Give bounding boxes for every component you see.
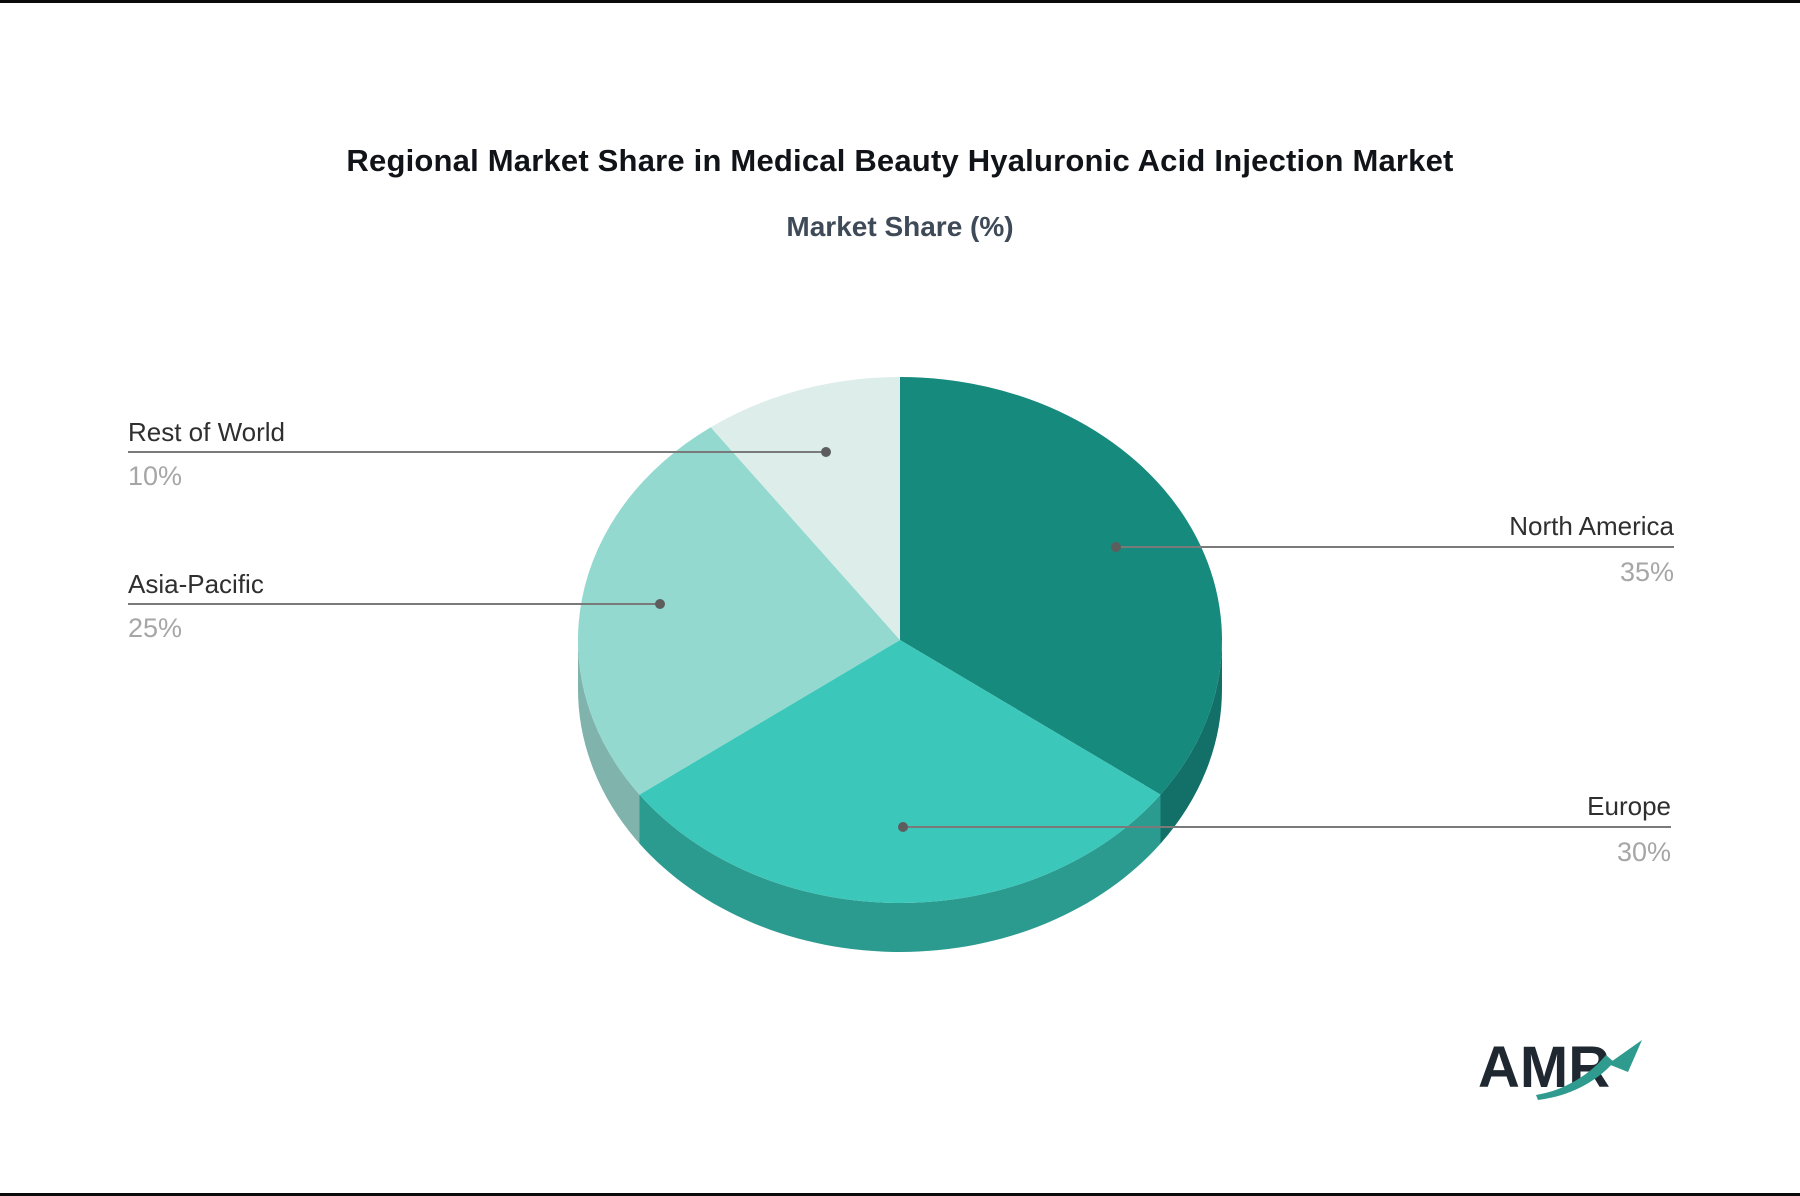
chart-title: Regional Market Share in Medical Beauty … xyxy=(346,143,1454,178)
pie-slice-rest-of-world[interactable] xyxy=(710,377,900,640)
callout-label-north-america: North America xyxy=(1509,511,1674,541)
callout-value-north-america: 35% xyxy=(1619,557,1674,587)
callout-value-europe: 30% xyxy=(1616,837,1671,867)
pie-slice-side-europe xyxy=(639,794,1161,952)
callout-label-rest-of-world: Rest of World xyxy=(128,417,286,447)
amr-logo-text: AMR xyxy=(1478,1035,1611,1100)
callout-line-north-america xyxy=(1111,542,1674,552)
callout-label-europe: Europe xyxy=(1587,791,1671,821)
callout-label-asia-pacific: Asia-Pacific xyxy=(128,569,264,599)
pie-slice-side-asia-pacific xyxy=(578,640,640,844)
callout-line-europe xyxy=(898,822,1671,832)
pie-slice-europe[interactable] xyxy=(639,640,1161,903)
growth-arrow-icon xyxy=(1536,1040,1642,1100)
callout-value-rest-of-world: 10% xyxy=(128,461,183,491)
bottom-border xyxy=(0,1193,1800,1196)
callout-dot-asia-pacific xyxy=(655,599,665,609)
callout-value-asia-pacific: 25% xyxy=(128,613,183,643)
top-border xyxy=(0,0,1800,3)
pie-slice-side-north-america xyxy=(1160,640,1222,844)
callout-dot-europe xyxy=(898,822,908,832)
callout-dot-north-america xyxy=(1111,542,1121,552)
callout-line-asia-pacific xyxy=(128,599,665,609)
amr-logo: AMR xyxy=(1478,1034,1688,1114)
pie-slice-asia-pacific[interactable] xyxy=(578,427,900,795)
chart-subtitle: Market Share (%) xyxy=(786,211,1014,242)
pie-slice-north-america[interactable] xyxy=(900,377,1222,795)
callout-line-rest-of-world xyxy=(128,447,831,457)
callout-dot-rest-of-world xyxy=(821,447,831,457)
